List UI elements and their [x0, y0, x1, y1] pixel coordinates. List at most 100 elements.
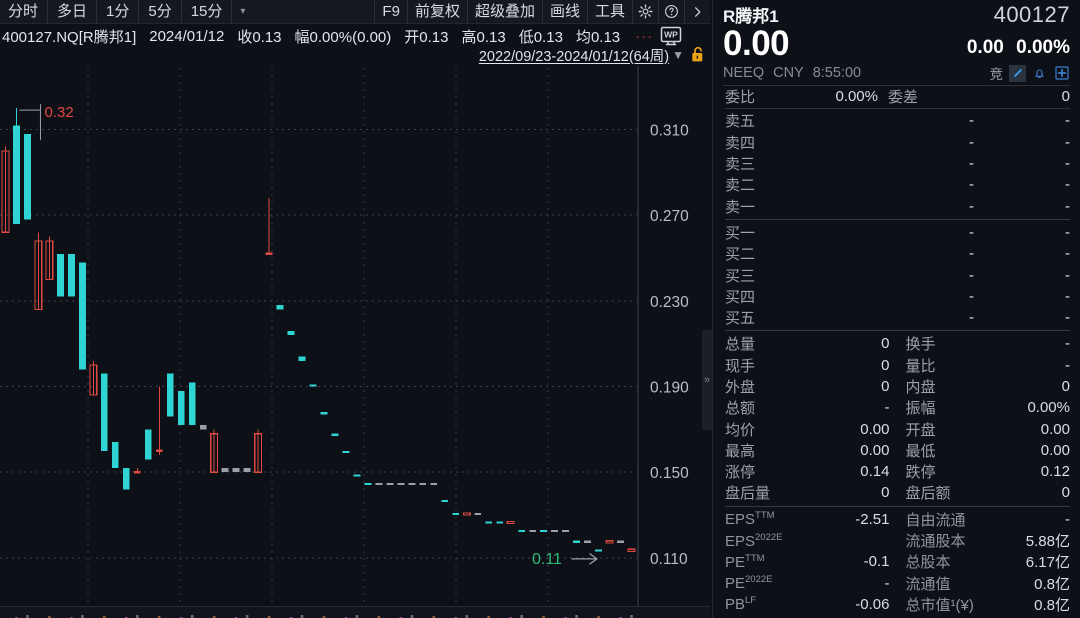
ask-row[interactable]: 卖四 - - [713, 132, 1080, 153]
candlestick [397, 482, 405, 486]
bid-volume: - [1065, 245, 1070, 263]
stat-value: - [884, 399, 890, 417]
candle-body-filled [375, 482, 383, 486]
y-axis-tick-label: 0.110 [650, 551, 688, 568]
bid-row[interactable]: 买三 - - [713, 264, 1080, 285]
close-field: 收0.13 [237, 26, 281, 47]
bid-row[interactable]: 买五 - - [713, 307, 1080, 328]
bid-label: 买二 [725, 246, 756, 264]
financial-value-2: 0.8亿 [1034, 575, 1070, 593]
candlestick-chart[interactable]: 0.310 0.270 0.230 0.190 0.150 0.110 0.32 0.11 [0, 66, 710, 606]
gear-icon[interactable] [632, 0, 658, 23]
chevron-down-icon[interactable]: ▼ [672, 48, 684, 62]
candle-body-filled [100, 373, 108, 451]
tool-drawline[interactable]: 画线 [541, 0, 587, 23]
candle-body-filled [243, 467, 251, 473]
tool-super-overlay[interactable]: 超级叠加 [466, 0, 542, 23]
candle-body-filled [518, 530, 526, 533]
candle-body-filled [474, 512, 482, 516]
help-icon[interactable] [658, 0, 684, 23]
bid-row[interactable]: 买四 - - [713, 286, 1080, 307]
ask-row[interactable]: 卖三 - - [713, 153, 1080, 174]
open-value: 0.13 [419, 28, 449, 46]
ask-row[interactable]: 卖五 - - [713, 110, 1080, 131]
symbol-label: 400127.NQ[R腾邦1] [2, 28, 137, 46]
tab-multiday[interactable]: 多日 [48, 0, 98, 23]
candlestick [386, 482, 394, 486]
stat-value: 0.00 [860, 441, 890, 459]
candle-body-filled [320, 412, 328, 415]
overflow-dots-icon[interactable]: ··· [635, 27, 654, 45]
open-field: 开0.13 [404, 26, 448, 47]
chart-svg: 0.310 0.270 0.230 0.190 0.150 0.110 0.32 0.11 [0, 66, 689, 606]
bid-row[interactable]: 买二 - - [713, 243, 1080, 264]
y-axis-tick-label: 0.190 [650, 380, 689, 397]
y-axis-tick-label: 0.310 [650, 123, 689, 140]
stat-value-2: 0.00 [1040, 420, 1070, 438]
tool-adjust-forward[interactable]: 前复权 [406, 0, 467, 23]
financial-label: PETTM [725, 552, 765, 571]
tab-1min[interactable]: 1分 [97, 0, 140, 23]
stat-row: 涨停 0.14 跌停 0.12 [713, 461, 1080, 482]
candlestick [462, 512, 471, 516]
stat-value-2: 0.00% [1027, 399, 1070, 417]
financial-value: - [884, 574, 890, 592]
tool-f9[interactable]: F9 [374, 0, 407, 23]
bell-icon[interactable] [1031, 65, 1048, 82]
high-value: 0.13 [476, 28, 506, 46]
volume-indicator-strip[interactable] [0, 606, 710, 618]
candle-body-filled [331, 433, 339, 436]
candle-body-hollow [506, 520, 515, 525]
ask-price: - [969, 133, 974, 151]
tab-intraday[interactable]: 分时 [0, 0, 49, 23]
candle-body-filled [353, 474, 361, 477]
financial-label-2: 流通股本 [905, 533, 966, 551]
ask-row[interactable]: 卖二 - - [713, 174, 1080, 195]
unlock-icon[interactable] [690, 46, 706, 64]
pen-icon[interactable] [1009, 64, 1026, 82]
period-more-caret-icon[interactable]: ▾ [240, 6, 246, 17]
financial-row: EPS2022E 流通股本 5.88亿 [713, 530, 1080, 551]
tool-tools[interactable]: 工具 [586, 0, 632, 23]
candlestick [89, 360, 98, 396]
panel-collapse-handle[interactable]: » [702, 330, 712, 430]
tab-5min[interactable]: 5分 [139, 0, 182, 23]
low-field: 低0.13 [519, 26, 563, 47]
financial-label-sup: 2022E [745, 574, 773, 586]
svg-text:WP: WP [664, 30, 678, 40]
market-label: NEEQ [723, 65, 765, 81]
ask-row[interactable]: 卖一 - - [713, 195, 1080, 216]
date-range-selector[interactable]: 2022/09/23-2024/01/12(64周) [478, 48, 670, 65]
candlestick [122, 467, 130, 490]
volume-bar [245, 615, 249, 618]
candle-body-filled [540, 530, 548, 533]
candle-body-filled [166, 373, 174, 417]
wp-monitor-icon[interactable]: WP [660, 26, 682, 46]
candle-body-hollow [462, 512, 471, 516]
plus-icon[interactable] [1053, 65, 1070, 82]
auction-label[interactable]: 竞 [989, 67, 1004, 82]
commission-ratio-label: 委比 [725, 89, 756, 107]
financial-label-2: 总市值¹(¥) [905, 596, 974, 614]
stat-value-2: 0 [1061, 484, 1070, 502]
candle-body-filled [562, 530, 570, 533]
quote-meta-line: NEEQ CNY 8:55:00 竞 [723, 63, 1070, 86]
price-change-pct: 0.00% [1016, 37, 1070, 58]
tab-15min[interactable]: 15分 [182, 0, 233, 23]
candle-body-filled [485, 521, 493, 524]
financial-value-2: 0.8亿 [1034, 596, 1070, 614]
quote-panel: R腾邦1 400127 0.00 0.00 0.00% NEEQ CNY 8:55:… [712, 0, 1080, 618]
candle-body-filled [408, 482, 416, 486]
stat-label: 均价 [725, 421, 756, 439]
volume-bar [48, 616, 51, 618]
chevron-right-icon[interactable] [684, 0, 710, 23]
bid-row[interactable]: 买一 - - [713, 222, 1080, 243]
candlestick [45, 236, 54, 281]
candlestick [562, 530, 570, 533]
financial-value-2: 6.17亿 [1025, 554, 1070, 572]
stat-label: 盘后量 [725, 485, 771, 503]
bid-label: 买一 [725, 224, 756, 242]
candle-body-filled [430, 482, 438, 486]
candlestick [342, 450, 350, 453]
candlestick [111, 442, 119, 468]
